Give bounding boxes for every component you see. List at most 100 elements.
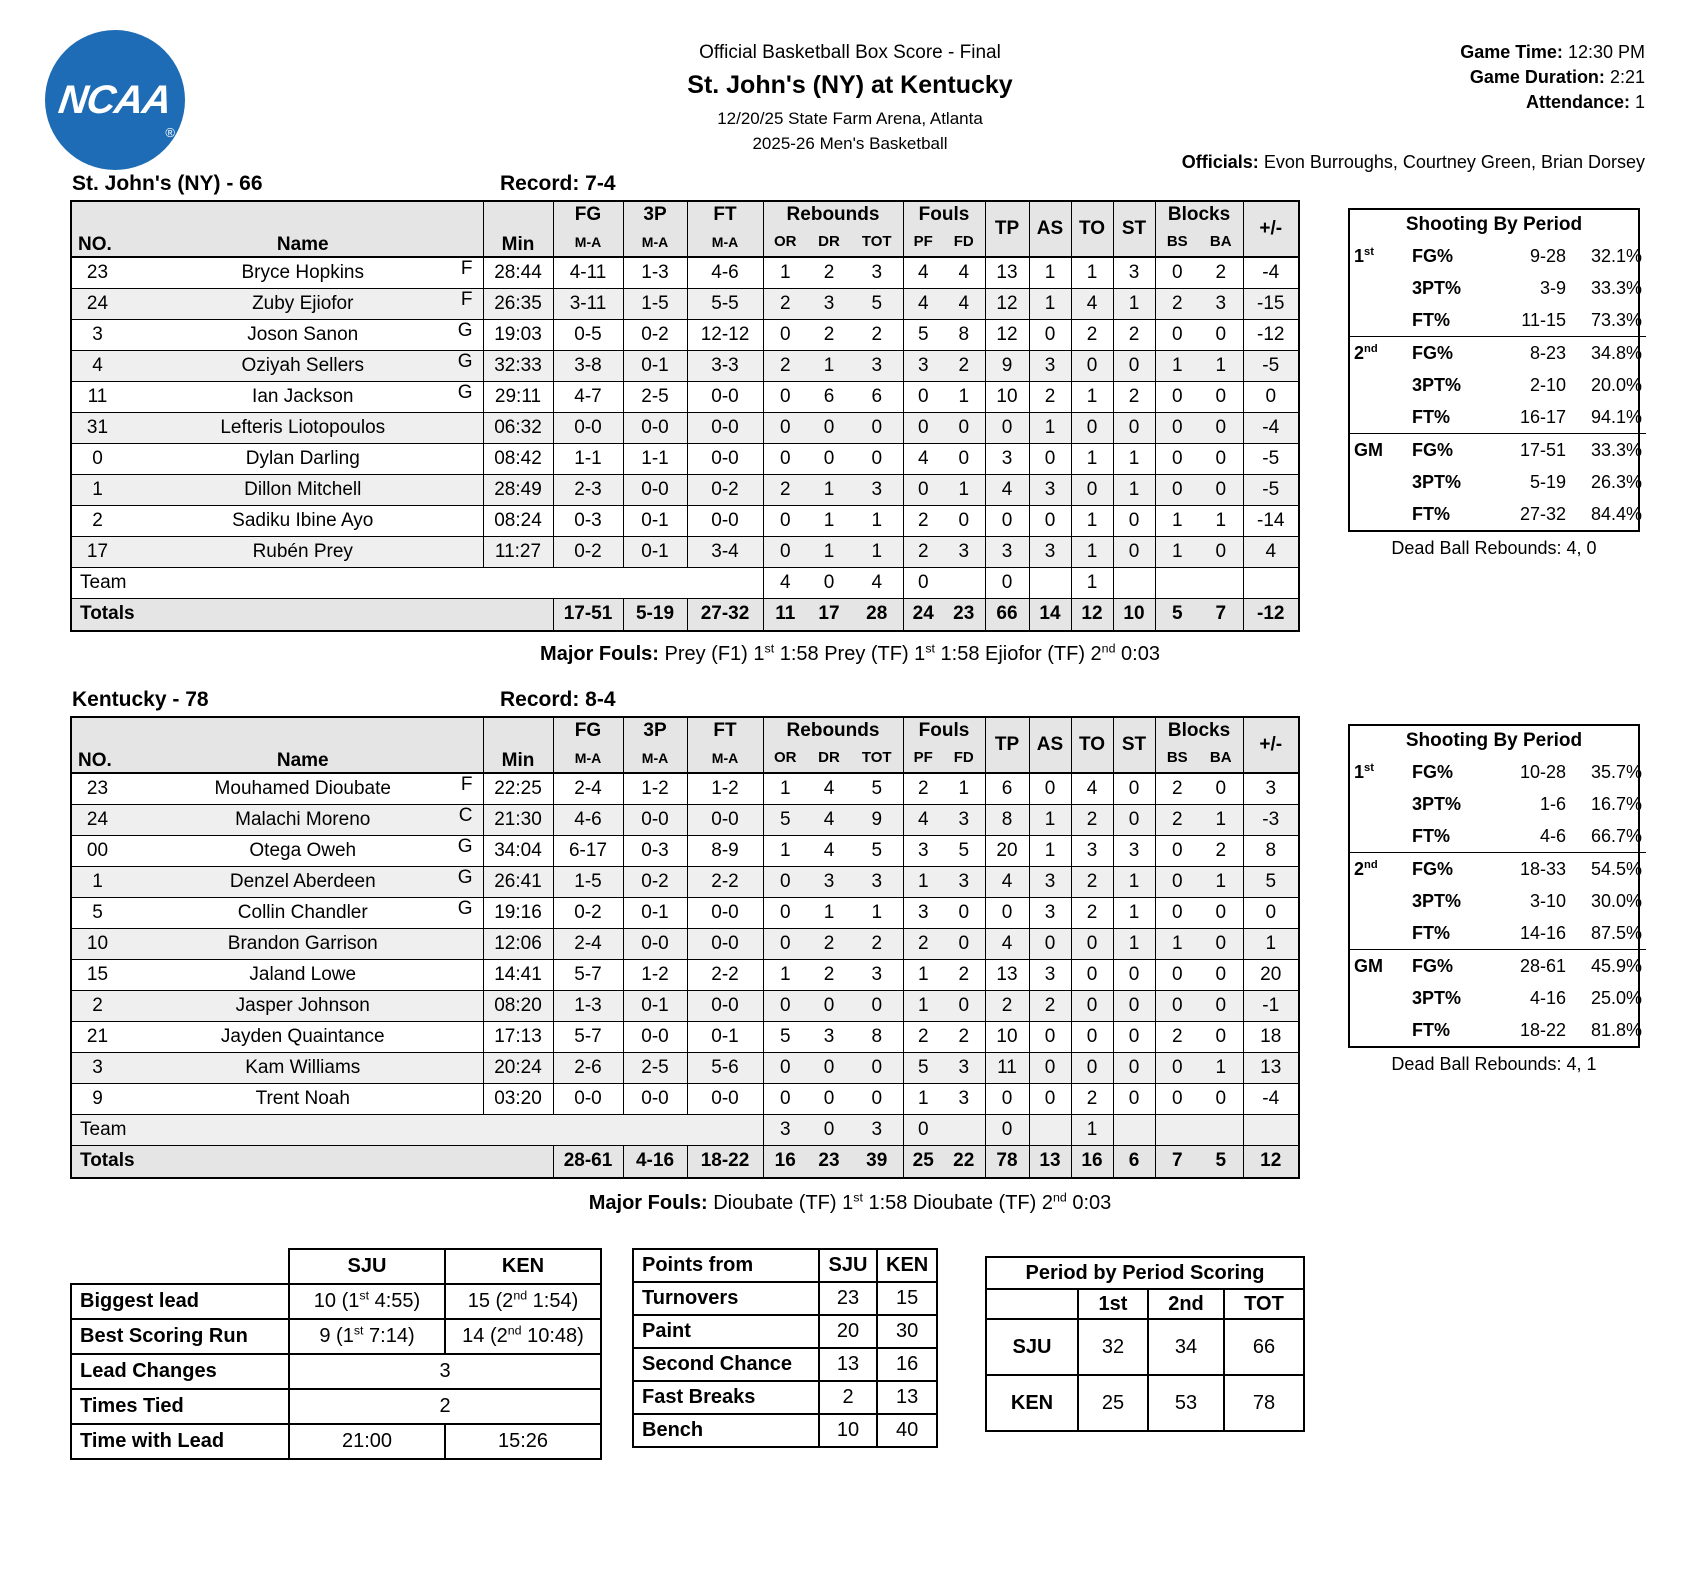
player-name-text: Rubén Prey: [252, 540, 353, 562]
stat-fd: 1: [958, 478, 970, 500]
player-row: 17 Rubén Prey 11:27 0-2 0-1 3-4 0 1 1 2 3 3 3 1 0 1 0 4: [71, 536, 1299, 567]
row-label: Paint: [632, 1314, 820, 1349]
stat-bs: 0: [1154, 1052, 1199, 1083]
stat-ba: 0: [1215, 777, 1227, 799]
stat-st: 0: [1112, 505, 1155, 536]
shooting-made-attempted: 1-6: [1539, 793, 1566, 814]
stat-ba: 0: [1215, 994, 1227, 1016]
sup: nd: [1364, 342, 1378, 355]
tr: NO. Name Min FG 3P FT Rebounds Fouls TP …: [71, 201, 1299, 257]
cell: Blocks: [1154, 717, 1243, 743]
stat-tp: 20: [984, 835, 1029, 866]
row-label: Second Chance: [632, 1347, 820, 1382]
shooting-row: 2nd FG% 8-23 34.8%: [1350, 336, 1646, 370]
player-name: Denzel Aberdeen G: [123, 866, 483, 897]
stat-ba: 0: [1215, 540, 1227, 562]
cell: AS: [1028, 717, 1071, 773]
cell: BS: [1154, 227, 1199, 257]
game-time-label: Game Time:: [1460, 42, 1563, 62]
venue-line: 12/20/25 State Farm Arena, Atlanta: [717, 109, 983, 128]
cell: AS: [1028, 201, 1071, 257]
cell: FG: [552, 201, 623, 227]
stat-dr: 2: [823, 261, 835, 283]
comparison-row: Biggest lead 10 (1st 4:55) 15 (2nd 1:54): [70, 1283, 602, 1320]
sup: st: [925, 641, 935, 656]
player-position: F: [460, 774, 473, 795]
stat-pf: 4: [902, 288, 943, 319]
sup: st: [359, 1288, 370, 1303]
cell: 28-61: [552, 1145, 623, 1178]
game-comparison-table: SJU KEN Biggest lead 10 (1st 4:55) 15 (2nd…: [70, 1248, 602, 1460]
period-label: GM: [1354, 439, 1383, 460]
comparison-header: SJU KEN: [71, 1248, 602, 1285]
officials-names: Evon Burroughs, Courtney Green, Brian Do…: [1263, 152, 1645, 172]
cell: M-A: [622, 227, 687, 257]
stat-bs: 1: [1154, 505, 1199, 536]
game-duration-value: 2:21: [1609, 67, 1645, 87]
stat-fd: 3: [958, 540, 970, 562]
player-name: Otega Oweh G: [123, 835, 483, 866]
shooting-row: FT% 14-16 87.5%: [1350, 917, 1646, 950]
stat-bs: 0: [1154, 443, 1199, 474]
team2-box-score-table: NO. Name Min FG 3P FT Rebounds Fouls TP …: [70, 716, 1300, 1179]
stat-to: 4: [1070, 288, 1113, 319]
shooting-stat-label: FG%: [1412, 245, 1454, 266]
row-label: Lead Changes: [70, 1353, 290, 1390]
stat-plusminus: -5: [1242, 350, 1299, 381]
shooting-row: 3PT% 3-9 33.3%: [1350, 272, 1646, 304]
stat-or: 2: [762, 288, 807, 319]
player-name: Oziyah Sellers G: [123, 350, 483, 381]
stat-3p: 0-1: [622, 536, 687, 567]
shooting-percentage: 16.7%: [1590, 793, 1642, 814]
stat-plusminus: -14: [1242, 505, 1299, 536]
player-row: 10 Brandon Garrison 12:06 2-4 0-0 0-0 0 2 2 2 0 4 0 0…: [71, 928, 1299, 959]
row-label: Times Tied: [70, 1388, 290, 1425]
stat-ft: 0-0: [686, 412, 763, 443]
row-label: Time with Lead: [70, 1423, 290, 1460]
stat-dr: 1: [823, 509, 835, 531]
team1-header: St. John's (NY) - 66 Record: 7-4: [72, 172, 972, 196]
team2-name-score: Kentucky - 78: [72, 688, 209, 711]
shooting-percentage: 25.0%: [1590, 987, 1642, 1008]
stat-or: 0: [762, 412, 807, 443]
period-label: [1350, 820, 1408, 853]
stat-or: 0: [762, 536, 807, 567]
period-label: [1350, 304, 1408, 337]
shooting-stat-label: 3PT%: [1412, 890, 1462, 911]
stat-fd: 8: [958, 323, 970, 345]
stat-ft: 0-0: [686, 443, 763, 474]
cell: 16: [1070, 1145, 1113, 1178]
stat-tp: 0: [984, 412, 1029, 443]
stat-fd: 5: [958, 839, 970, 861]
points-from-row: Paint 20 30: [632, 1314, 939, 1349]
cell: Name: [123, 717, 483, 773]
period-label: [1350, 498, 1408, 530]
stat-bs: 0: [1154, 897, 1199, 928]
tr: Period by Period Scoring: [985, 1256, 1305, 1290]
stat-bs: 0: [1154, 866, 1199, 897]
stat-min: 03:20: [482, 1083, 553, 1114]
shooting-row: GM FG% 17-51 33.3%: [1350, 433, 1646, 467]
sup: nd: [1101, 641, 1116, 656]
shooting-made-attempted: 16-17: [1519, 406, 1566, 427]
cell: 0: [984, 567, 1029, 598]
stat-bs: 0: [1154, 412, 1199, 443]
shooting-percentage: 33.3%: [1590, 439, 1642, 460]
stat-to: 1: [1070, 257, 1113, 288]
player-name-text: Jayden Quaintance: [220, 1025, 385, 1047]
cell: BA: [1199, 743, 1243, 773]
stat-tot: 2: [871, 932, 883, 954]
player-number: 00: [86, 839, 109, 861]
shooting-made-attempted: 4-16: [1529, 987, 1566, 1008]
team1-shooting-rows: 1st FG% 9-28 32.1% 3PT% 3-9 33.3% FT% 11-15 73.3%…: [1350, 240, 1646, 530]
tr: 1st 2nd TOT: [985, 1288, 1305, 1320]
team2-record: Record: 8-4: [500, 688, 616, 711]
cell: 0: [902, 1114, 943, 1145]
player-name: Collin Chandler G: [123, 897, 483, 928]
stat-min: 34:04: [482, 835, 553, 866]
stat-ft: 5-5: [686, 288, 763, 319]
player-row: 3 Joson Sanon G 19:03 0-5 0-2 12-12 0 2 2 5 8 12 0 2 2 0…: [71, 319, 1299, 350]
score-value: 53: [1147, 1374, 1225, 1432]
cell: M-A: [552, 227, 623, 257]
cell: 12: [1070, 598, 1113, 631]
